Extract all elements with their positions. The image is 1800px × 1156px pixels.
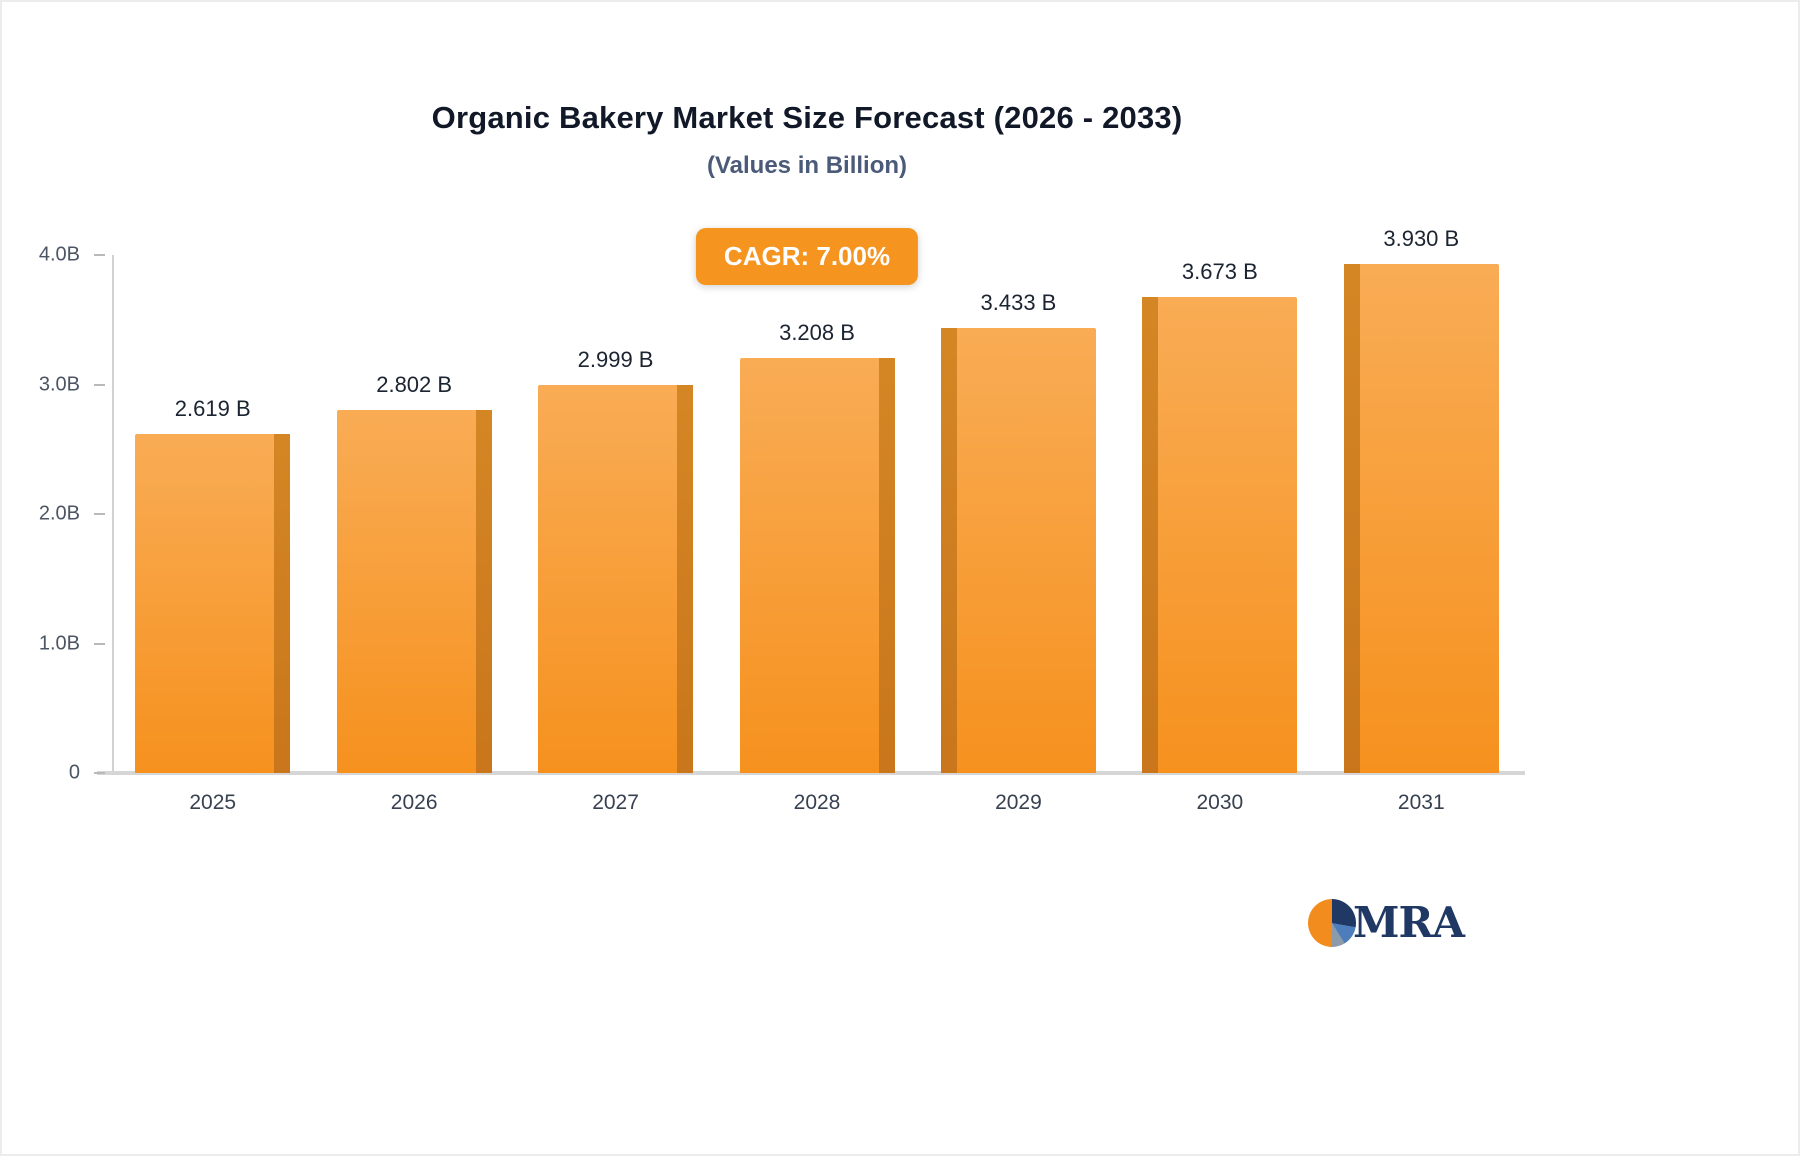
bar-2029 [940, 328, 1096, 773]
y-axis-label: 1.0B [38, 632, 80, 654]
bar-3d-side [274, 433, 291, 773]
bar-value-label: 2.619 B [174, 395, 251, 421]
logo-text: MRA [1353, 898, 1465, 947]
y-axis-label: 3.0B [38, 373, 80, 395]
bar-3d-side [475, 410, 492, 773]
plot-area: 2.619 B 2.802 B 2.999 B 3.208 B 3.433 B 3.673… [112, 226, 1522, 773]
y-axis-label: 0 [68, 761, 80, 784]
y-axis-label: 2.0B [38, 502, 80, 525]
bar-3d-side [677, 384, 694, 773]
x-axis-label: 2027 [592, 791, 639, 814]
x-axis-label: 2029 [995, 791, 1042, 814]
chart-subtitle: (Values in Billion) [706, 152, 908, 179]
bar-3d-side [940, 328, 957, 773]
x-axis-label: 2025 [189, 791, 237, 814]
x-axis-label: 2028 [793, 791, 841, 814]
y-axis-tick [94, 513, 105, 515]
cagr-badge: CAGR: 7.00% [695, 228, 919, 285]
y-axis-label: 4.0B [38, 243, 80, 266]
bar-2031 [1343, 264, 1499, 773]
y-axis-tick [94, 383, 105, 386]
bar-value-label: 2.999 B [577, 346, 654, 372]
bar-value-label: 3.433 B [980, 290, 1057, 316]
bar-2025 [135, 433, 291, 773]
x-axis-label: 2030 [1196, 791, 1244, 814]
bar-2026 [336, 410, 492, 773]
bar-value-label: 2.802 B [376, 372, 453, 398]
y-axis-line [112, 255, 114, 773]
x-axis-label: 2031 [1397, 791, 1445, 814]
bar-2028 [739, 357, 895, 773]
y-axis-tick [94, 254, 105, 256]
bar-3d-side [1142, 297, 1159, 773]
bar-2027 [538, 384, 694, 773]
chart-title: Organic Bakery Market Size Forecast (202… [431, 100, 1183, 135]
x-axis-baseline [97, 771, 1525, 775]
bar-3d-side [878, 357, 895, 773]
y-axis-tick [94, 772, 105, 774]
x-axis-label: 2026 [390, 791, 438, 814]
y-axis-tick [94, 642, 105, 645]
bar-3d-side [1343, 264, 1360, 773]
logo-pie-icon [1308, 898, 1356, 947]
bar-value-label: 3.930 B [1383, 226, 1460, 252]
bar-value-label: 3.208 B [779, 319, 855, 345]
mra-logo: MRA [1308, 898, 1465, 947]
bar-value-label: 3.673 B [1181, 259, 1258, 285]
bar-2030 [1142, 297, 1298, 773]
